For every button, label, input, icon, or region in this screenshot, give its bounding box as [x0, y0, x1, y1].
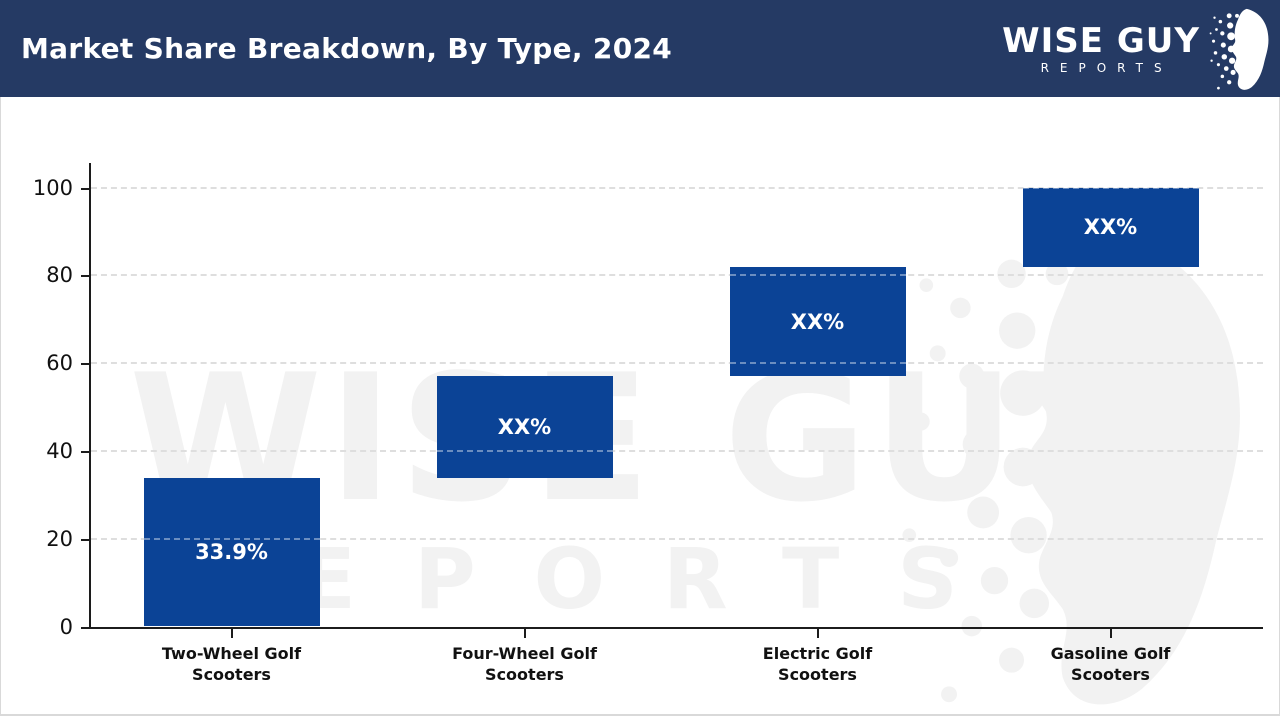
gridline: [91, 537, 1263, 540]
header: Market Share Breakdown, By Type, 2024 WI…: [0, 0, 1280, 97]
x-tick: [816, 628, 819, 638]
y-tick: [81, 363, 89, 366]
bar: [436, 376, 613, 478]
y-tick-label: 40: [46, 438, 73, 463]
y-tick-label: 20: [46, 526, 73, 551]
x-tick: [230, 628, 233, 638]
y-axis-line: [89, 163, 91, 629]
bar-label: XX%: [1083, 215, 1138, 240]
y-tick: [81, 187, 89, 190]
page-title: Market Share Breakdown, By Type, 2024: [21, 32, 673, 65]
y-tick: [81, 275, 89, 278]
y-tick-label: 60: [46, 351, 73, 376]
gridline: [91, 186, 1263, 189]
bar-label: XX%: [790, 309, 845, 334]
bar-gridline-overlay: [143, 537, 320, 540]
category-label: Four-Wheel Golf Scooters: [452, 643, 597, 684]
bar: [729, 266, 906, 377]
logo-wordmark: WISE GUY: [1002, 20, 1200, 61]
watermark-face-icon: [897, 234, 1240, 705]
bar-gridline-overlay: [729, 362, 906, 365]
bar-label: XX%: [497, 414, 552, 439]
x-tick: [523, 628, 526, 638]
y-tick-label: 0: [59, 614, 73, 639]
bar: [1022, 187, 1199, 267]
y-tick: [81, 626, 89, 629]
bar-gridline-overlay: [1022, 186, 1199, 189]
gridline: [91, 362, 1263, 365]
gridline: [91, 274, 1263, 277]
gridline: [91, 449, 1263, 452]
y-tick-label: 100: [32, 175, 73, 200]
chart-panel: WISE GUY REPORTS 33.9% XX% XX% XX% 0 20 40 60 80…: [0, 97, 1280, 716]
logo-text: WISE GUY REPORTS: [1002, 24, 1200, 74]
category-label: Electric Golf Scooters: [762, 643, 873, 684]
x-tick: [1109, 628, 1112, 638]
category-label: Two-Wheel Golf Scooters: [161, 643, 302, 684]
logo-subtext: REPORTS: [1040, 60, 1173, 75]
y-tick: [81, 450, 89, 453]
category-label: Gasoline Golf Scooters: [1050, 643, 1171, 684]
y-tick-label: 80: [46, 263, 73, 288]
x-axis-line: [89, 626, 1263, 629]
bar-gridline-overlay: [729, 274, 906, 277]
y-tick: [81, 538, 89, 541]
logo: WISE GUY REPORTS: [1002, 0, 1272, 97]
plot-area: 33.9% XX% XX% XX% 0 20 40 60 80 100 Two-Wheel Golf…: [1, 97, 1279, 714]
logo-face-icon: [1209, 8, 1269, 90]
bar-gridline-overlay: [436, 449, 613, 452]
bar-label: 33.9%: [195, 540, 268, 565]
bar: [143, 477, 320, 627]
